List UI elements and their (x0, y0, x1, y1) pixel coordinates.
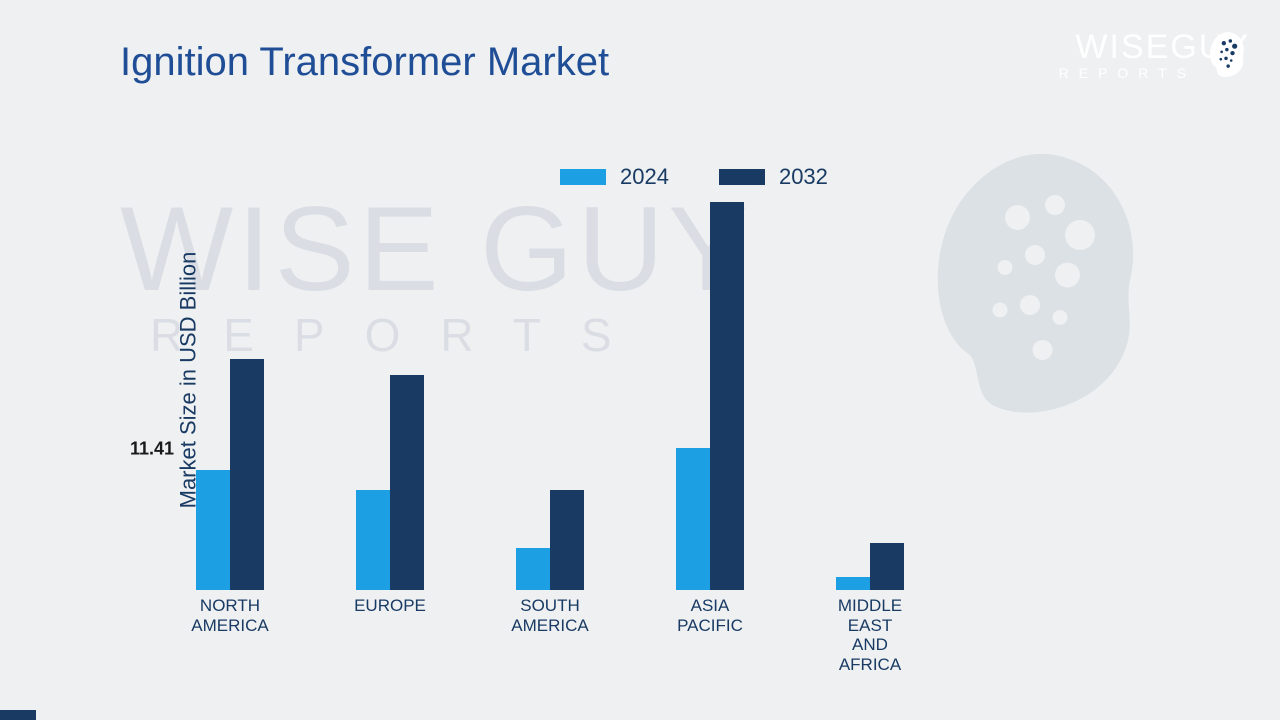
watermark-head-icon (900, 130, 1160, 430)
plot-area: NORTHAMERICAEUROPESOUTHAMERICAASIAPACIFI… (160, 170, 920, 590)
bar-2024 (516, 548, 550, 590)
bar-2032 (390, 375, 424, 590)
bar-2032 (230, 359, 264, 590)
x-axis-label: ASIAPACIFIC (645, 596, 775, 635)
brand-head-icon (1202, 28, 1250, 80)
bar-pair (196, 359, 264, 590)
infographic-stage: WISE GUY REPORTS Ignition Transformer Ma… (0, 0, 1280, 720)
bar-pair (516, 490, 584, 590)
bottom-accent-bar (0, 710, 36, 720)
bar-chart: Market Size in USD Billion 11.41 NORTHAM… (100, 170, 920, 590)
bar-pair (676, 202, 744, 591)
x-axis-label: NORTHAMERICA (165, 596, 295, 635)
bar-2032 (870, 543, 904, 590)
brand-logo: WISEGUY REPORTS (990, 28, 1250, 81)
bar-2024 (676, 448, 710, 590)
chart-title: Ignition Transformer Market (120, 40, 609, 85)
x-axis-label: MIDDLEEASTANDAFRICA (805, 596, 935, 674)
x-axis-label: EUROPE (325, 596, 455, 616)
bar-2024 (836, 577, 870, 590)
x-axis-label: SOUTHAMERICA (485, 596, 615, 635)
bar-2032 (550, 490, 584, 590)
bar-2024 (196, 470, 230, 590)
bar-2032 (710, 202, 744, 591)
bar-pair (356, 375, 424, 590)
bar-2024 (356, 490, 390, 590)
bar-pair (836, 543, 904, 590)
brand-word-a: WISE (1075, 28, 1170, 66)
